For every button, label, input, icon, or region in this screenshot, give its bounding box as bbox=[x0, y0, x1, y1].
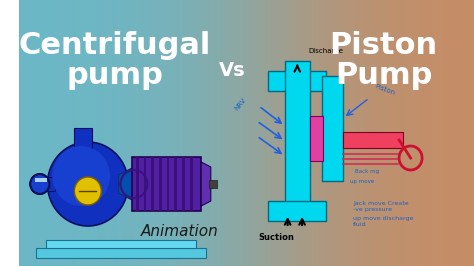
Bar bbox=[35, 178, 46, 182]
Bar bbox=[322, 76, 343, 181]
Text: Vs: Vs bbox=[219, 61, 245, 81]
Text: up move discharge
fluid: up move discharge fluid bbox=[353, 216, 413, 227]
Bar bbox=[159, 157, 162, 211]
Bar bbox=[310, 116, 323, 161]
Text: Piston: Piston bbox=[329, 31, 438, 60]
Text: Jack move Create
-ve pressure: Jack move Create -ve pressure bbox=[353, 201, 409, 212]
Bar bbox=[174, 157, 177, 211]
Text: up move: up move bbox=[350, 178, 374, 184]
Text: Animation: Animation bbox=[141, 223, 219, 239]
Bar bbox=[285, 61, 310, 206]
Text: Suction: Suction bbox=[258, 234, 294, 243]
Bar bbox=[209, 180, 217, 188]
Text: Pump: Pump bbox=[335, 61, 432, 90]
Bar bbox=[36, 177, 55, 191]
Text: Back mg: Back mg bbox=[355, 168, 379, 173]
Polygon shape bbox=[36, 248, 206, 258]
Text: Discharge: Discharge bbox=[309, 48, 344, 54]
Bar bbox=[74, 128, 91, 148]
Bar bbox=[190, 157, 192, 211]
Bar bbox=[268, 71, 326, 91]
Bar bbox=[167, 157, 170, 211]
Bar bbox=[151, 157, 154, 211]
Bar bbox=[182, 157, 185, 211]
Text: Centrifugal: Centrifugal bbox=[18, 31, 211, 60]
Bar bbox=[343, 132, 403, 148]
Polygon shape bbox=[118, 167, 134, 201]
Circle shape bbox=[30, 174, 49, 194]
Polygon shape bbox=[46, 240, 196, 248]
Circle shape bbox=[74, 177, 101, 205]
Circle shape bbox=[52, 146, 110, 206]
Bar bbox=[144, 157, 146, 211]
Text: pump: pump bbox=[66, 61, 163, 90]
Bar bbox=[268, 201, 326, 221]
Text: NRV: NRV bbox=[234, 97, 247, 111]
Text: Piston: Piston bbox=[374, 83, 396, 96]
Bar bbox=[136, 157, 139, 211]
Bar bbox=[132, 157, 201, 211]
Polygon shape bbox=[201, 162, 211, 206]
Circle shape bbox=[47, 142, 128, 226]
